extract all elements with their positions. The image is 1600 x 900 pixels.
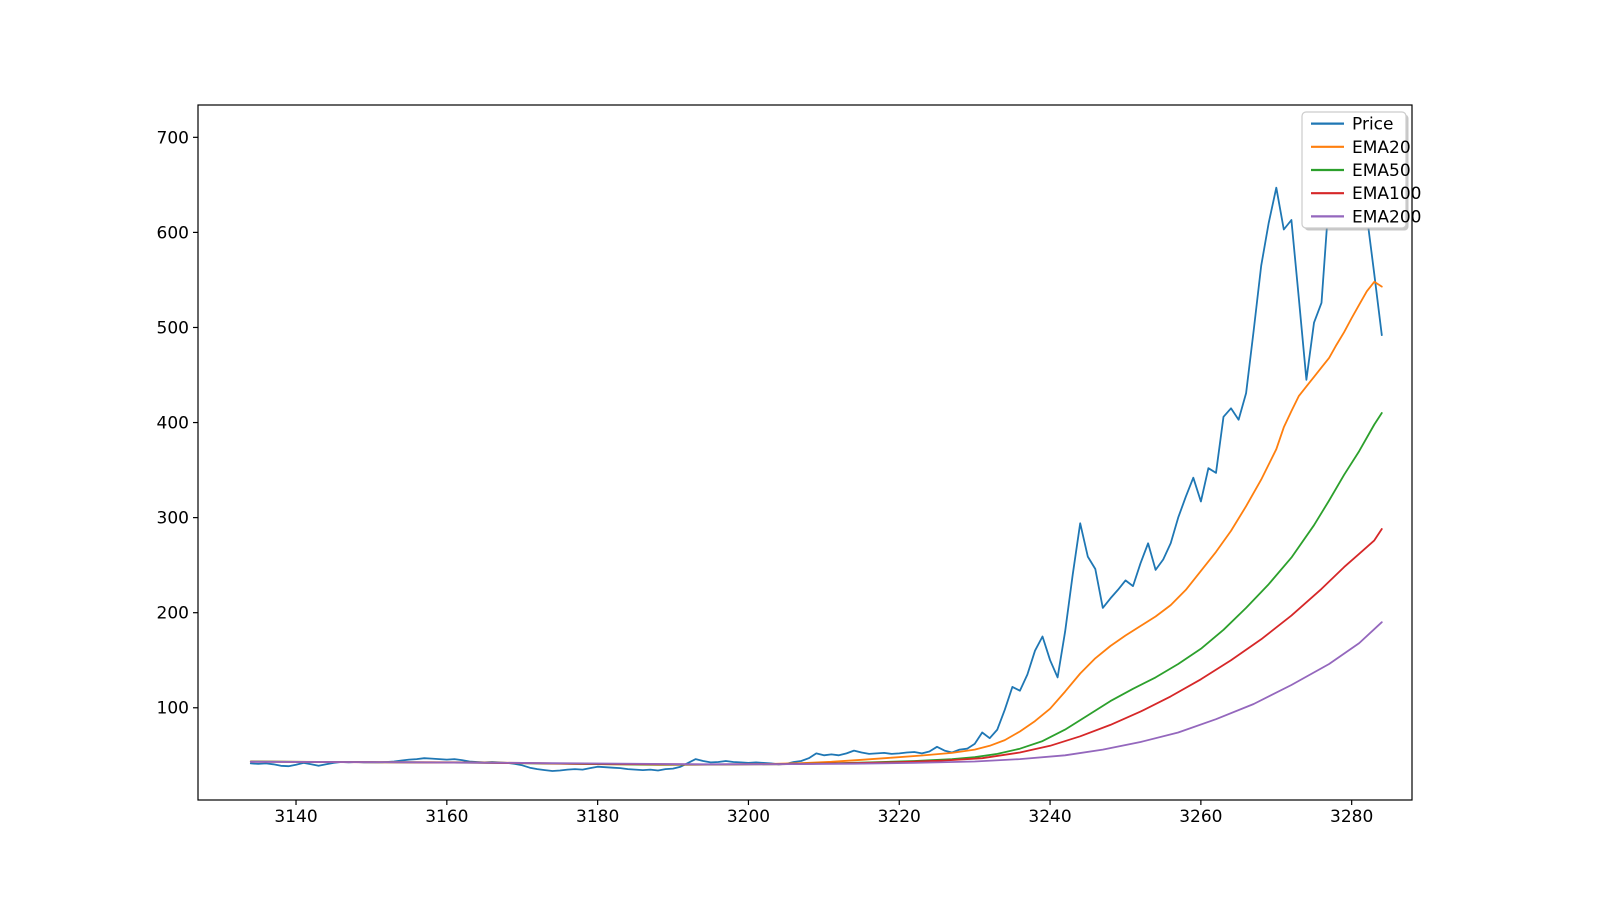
legend-label-ema100: EMA100 [1352, 184, 1422, 204]
x-tick-label: 3260 [1179, 807, 1222, 827]
x-tick-label: 3220 [878, 807, 921, 827]
x-tick-label: 3180 [576, 807, 619, 827]
y-tick-label: 200 [157, 604, 189, 624]
y-tick-label: 600 [157, 223, 189, 243]
x-tick-label: 3140 [274, 807, 317, 827]
legend [1301, 111, 1407, 229]
series-line-ema200 [249, 621, 1383, 766]
x-tick-label: 3240 [1028, 807, 1071, 827]
x-tick-label: 3200 [727, 807, 770, 827]
legend-label-ema200: EMA200 [1352, 207, 1422, 227]
y-tick-label: 400 [157, 414, 189, 434]
y-tick-label: 300 [157, 509, 189, 529]
x-tick-label: 3160 [425, 807, 468, 827]
legend-label-ema50: EMA50 [1352, 161, 1411, 181]
x-tick-label: 3280 [1330, 807, 1373, 827]
series-line-price [249, 136, 1383, 772]
y-tick-label: 700 [157, 128, 189, 148]
legend-label-ema20: EMA20 [1352, 138, 1411, 158]
y-tick-label: 100 [157, 699, 189, 719]
legend-label-price: Price [1352, 115, 1393, 135]
y-tick-label: 500 [157, 318, 189, 338]
plot-area [197, 104, 1413, 801]
